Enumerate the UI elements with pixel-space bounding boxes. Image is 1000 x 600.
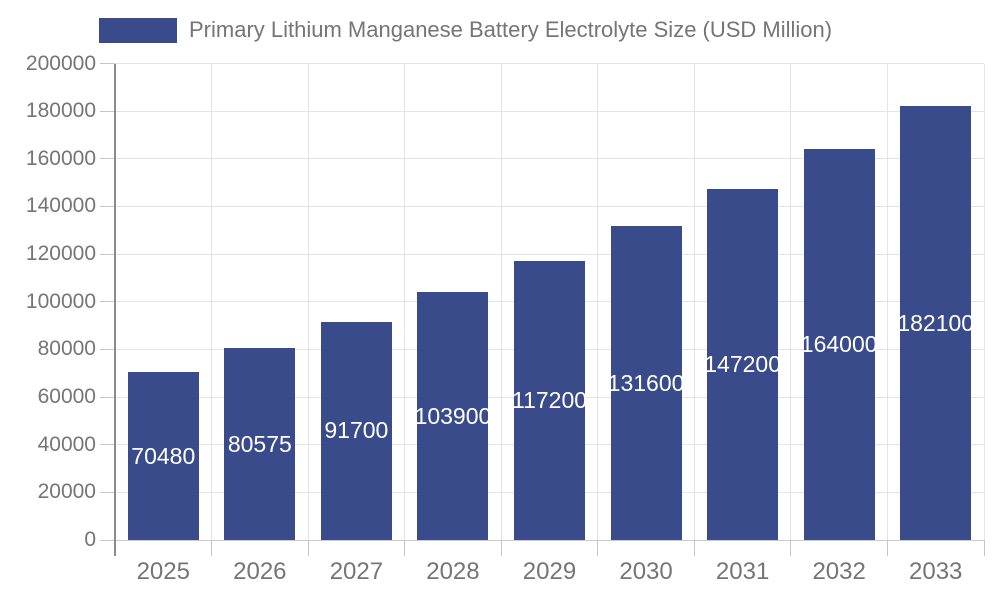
- x-gridline: [693, 63, 695, 540]
- bar-2032[interactable]: 164000: [800, 149, 878, 540]
- y-axis-tick-label: 100000: [25, 289, 96, 313]
- y-tick: [100, 539, 115, 541]
- x-tick: [886, 540, 888, 556]
- x-tick: [404, 540, 406, 556]
- x-axis-tick-label: 2028: [426, 558, 480, 585]
- x-gridline: [307, 63, 309, 540]
- bar-2031[interactable]: 147200: [704, 189, 781, 540]
- legend-swatch-icon[interactable]: [99, 17, 177, 43]
- y-axis-tick-label: 160000: [25, 146, 96, 170]
- legend[interactable]: Primary Lithium Manganese Battery Electr…: [99, 17, 832, 43]
- bar-2029[interactable]: 117200: [511, 260, 588, 540]
- y-axis-tick-label: 120000: [25, 242, 96, 266]
- x-gridline: [404, 63, 406, 540]
- y-axis-tick-label: 0: [84, 528, 96, 551]
- y-tick: [100, 110, 115, 112]
- x-tick: [790, 540, 792, 556]
- x-gridline: [886, 63, 888, 540]
- x-axis-tick-label: 2025: [136, 558, 190, 585]
- y-tick: [100, 205, 115, 207]
- y-axis-tick-label: 20000: [37, 480, 96, 504]
- bar-2028[interactable]: 103900: [415, 292, 491, 540]
- x-axis-tick-label: 2029: [522, 558, 577, 585]
- x-axis-tick-label: 2032: [812, 558, 866, 585]
- bar-2030[interactable]: 131600: [607, 226, 685, 540]
- x-tick: [211, 540, 213, 556]
- x-gridline: [597, 63, 599, 540]
- bar-value-label: 131600: [607, 369, 685, 396]
- legend-label[interactable]: Primary Lithium Manganese Battery Electr…: [189, 17, 833, 42]
- bar-2025[interactable]: 70480: [127, 372, 199, 540]
- x-tick: [693, 540, 695, 556]
- y-gridline: [115, 63, 984, 64]
- bar-value-label: 91700: [324, 417, 389, 444]
- y-axis-line: [114, 63, 116, 556]
- y-tick: [100, 444, 115, 446]
- bar-2027[interactable]: 91700: [320, 321, 392, 540]
- y-tick: [100, 491, 115, 493]
- bar-2026[interactable]: 80575: [224, 348, 296, 540]
- x-tick: [307, 540, 309, 556]
- x-axis-tick-label: 2033: [909, 558, 963, 585]
- y-axis-tick-label: 180000: [25, 99, 96, 123]
- x-axis-tick-label: 2031: [715, 558, 770, 585]
- y-tick: [100, 348, 115, 350]
- x-axis-tick-label: 2027: [329, 558, 384, 585]
- x-axis-tick-label: 2030: [619, 558, 673, 585]
- x-axis-tick-label: 2026: [233, 558, 287, 585]
- bar-value-label: 182100: [897, 309, 975, 336]
- bar-value-label: 164000: [800, 331, 878, 358]
- x-tick: [597, 540, 599, 556]
- y-axis-tick-label: 140000: [25, 194, 96, 218]
- x-gridline: [983, 63, 985, 540]
- y-tick: [100, 396, 115, 398]
- y-tick: [100, 158, 115, 160]
- bar-value-label: 80575: [227, 430, 292, 457]
- y-tick: [100, 253, 115, 255]
- y-axis-tick-label: 60000: [37, 385, 96, 409]
- y-gridline: [115, 110, 984, 112]
- y-tick: [100, 301, 115, 303]
- y-axis-tick-label: 40000: [37, 432, 96, 456]
- bar-value-label: 103900: [414, 402, 492, 429]
- y-axis-tick-label: 200000: [25, 51, 96, 75]
- x-gridline: [211, 63, 213, 540]
- y-axis-tick-label: 80000: [37, 337, 96, 361]
- y-tick: [100, 63, 115, 64]
- x-gridline: [790, 63, 792, 540]
- x-tick: [500, 540, 502, 556]
- bar-value-label: 117200: [511, 386, 588, 413]
- bar-2033[interactable]: 182100: [897, 106, 975, 540]
- x-tick: [983, 540, 985, 556]
- bar-value-label: 147200: [704, 351, 781, 378]
- x-gridline: [500, 63, 502, 540]
- bar-value-label: 70480: [131, 442, 196, 469]
